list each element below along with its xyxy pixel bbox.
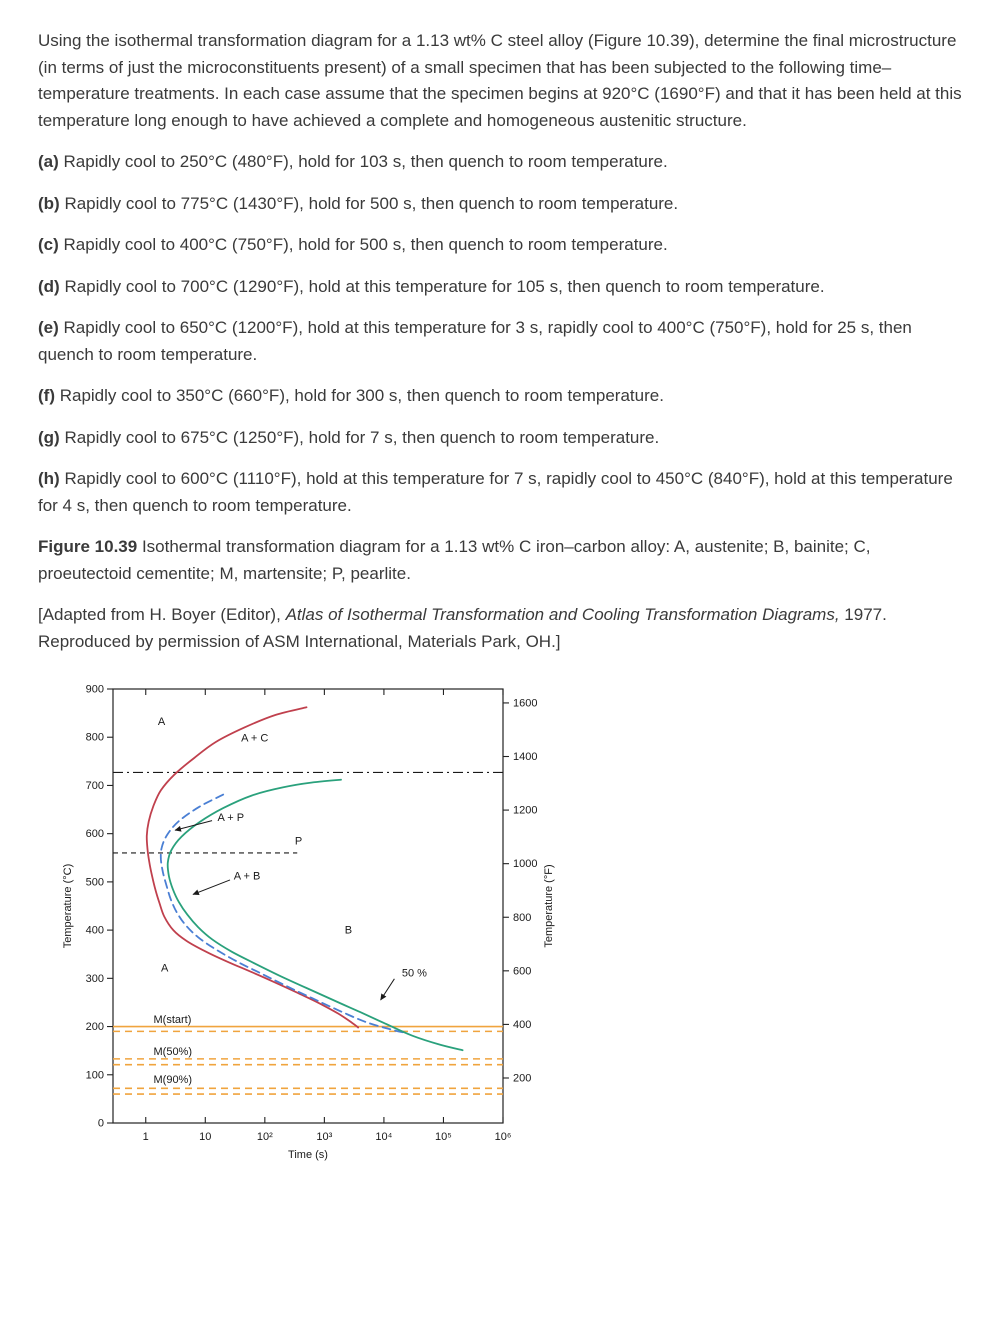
x-tick-label: 10⁵ [435,1131,452,1143]
y-tick-label-c: 300 [86,973,104,985]
itt-diagram-svg: 0 100 200 300 400 500 600 700 800 900 200 400 600 800… [62,684,555,1162]
y-tick-label-c: 400 [86,925,104,937]
chart-annotation: 50 % [402,968,427,980]
item-label: (e) [38,318,59,338]
y-tick-label-f: 200 [513,1073,531,1085]
transformation-finish-curve [166,779,464,1052]
treatment-item-g: (g) Rapidly cool to 675°C (1250°F), hold… [38,425,962,452]
treatment-item-d: (d) Rapidly cool to 700°C (1290°F), hold… [38,274,962,301]
credit-title: Atlas of Isothermal Transformation and C… [285,605,840,625]
treatment-item-b: (b) Rapidly cool to 775°C (1430°F), hold… [38,191,962,218]
y-axis-title-celsius: Temperature (°C) [62,864,74,948]
item-text: Rapidly cool to 600°C (1110°F), hold at … [38,469,953,515]
figure-caption-label: Figure 10.39 [38,537,138,557]
y-tick-label-c: 700 [86,780,104,792]
y-tick-label-f: 1400 [513,751,537,763]
x-tick-label: 10 [199,1131,211,1143]
treatment-item-a: (a) Rapidly cool to 250°C (480°F), hold … [38,149,962,176]
figure-credit: [Adapted from H. Boyer (Editor), Atlas o… [38,602,962,655]
y-tick-label-f: 1000 [513,858,537,870]
treatment-item-c: (c) Rapidly cool to 400°C (750°F), hold … [38,232,962,259]
annotation-arrow [192,879,231,896]
credit-prefix: [Adapted from H. Boyer (Editor), [38,605,281,625]
item-label: (d) [38,276,60,296]
item-text: Rapidly cool to 250°C (480°F), hold for … [63,152,668,172]
document-page: Using the isothermal transformation diag… [38,28,962,1176]
item-label: (b) [38,193,60,213]
chart-annotation: A + P [217,812,244,824]
chart-annotation: M(start) [154,1014,192,1026]
x-tick-label: 10² [257,1131,273,1143]
figure-caption: Figure 10.39 Isothermal transformation d… [38,534,962,587]
plot-frame [112,688,504,1124]
chart-annotation: A + C [241,733,268,745]
item-text: Rapidly cool to 675°C (1250°F), hold for… [64,427,660,447]
y-tick-label-c: 100 [86,1070,104,1082]
y-tick-label-f: 600 [513,966,531,978]
y-tick-label-c: 600 [86,828,104,840]
item-label: (g) [38,427,60,447]
50-transformation-curve [159,793,404,1034]
y-tick-label-f: 800 [513,912,531,924]
chart-annotation: P [295,836,302,848]
item-label: (c) [38,235,59,255]
y-tick-label-c: 500 [86,877,104,889]
transformation-start-curve [145,706,360,1029]
x-axis-title: Time (s) [288,1149,328,1161]
problem-intro-text: Using the isothermal transformation diag… [38,31,962,130]
chart-annotation: A + B [234,871,261,883]
chart-annotation: M(90%) [154,1074,193,1086]
x-tick-label: 10⁶ [495,1131,512,1143]
item-text: Rapidly cool to 350°C (660°F), hold for … [59,386,664,406]
chart-annotation: A [158,716,166,728]
y-tick-label-f: 1600 [513,698,537,710]
x-tick-label: 1 [143,1131,149,1143]
credit-suffix: 1977. Reproduced by permission of ASM In… [38,605,887,651]
treatment-item-e: (e) Rapidly cool to 650°C (1200°F), hold… [38,315,962,368]
chart-annotation: M(50%) [154,1046,193,1058]
y-tick-label-c: 900 [86,684,104,696]
figure-caption-text: Isothermal transformation diagram for a … [38,537,871,583]
item-label: (h) [38,469,60,489]
y-tick-label-c: 800 [86,732,104,744]
chart-annotation: B [345,925,352,937]
item-label: (a) [38,152,59,172]
item-text: Rapidly cool to 775°C (1430°F), hold for… [64,193,679,213]
x-tick-label: 10³ [316,1131,332,1143]
y-tick-label-c: 0 [98,1118,104,1130]
y-tick-label-f: 1200 [513,805,537,817]
y-tick-label-c: 200 [86,1021,104,1033]
treatment-item-f: (f) Rapidly cool to 350°C (660°F), hold … [38,383,962,410]
item-text: Rapidly cool to 700°C (1290°F), hold at … [64,276,825,296]
annotation-arrow [380,978,395,1001]
item-text: Rapidly cool to 400°C (750°F), hold for … [63,235,668,255]
chart-annotation: A [161,963,169,975]
figure-10-39: 0 100 200 300 400 500 600 700 800 900 200 400 600 800… [56,679,962,1176]
treatment-item-h: (h) Rapidly cool to 600°C (1110°F), hold… [38,466,962,519]
y-tick-label-f: 400 [513,1019,531,1031]
x-tick-label: 10⁴ [375,1131,392,1143]
problem-intro: Using the isothermal transformation diag… [38,28,962,134]
annotation-arrow [174,820,213,832]
y-axis-title-fahrenheit: Temperature (°F) [543,865,555,948]
item-text: Rapidly cool to 650°C (1200°F), hold at … [38,318,912,364]
item-label: (f) [38,386,55,406]
